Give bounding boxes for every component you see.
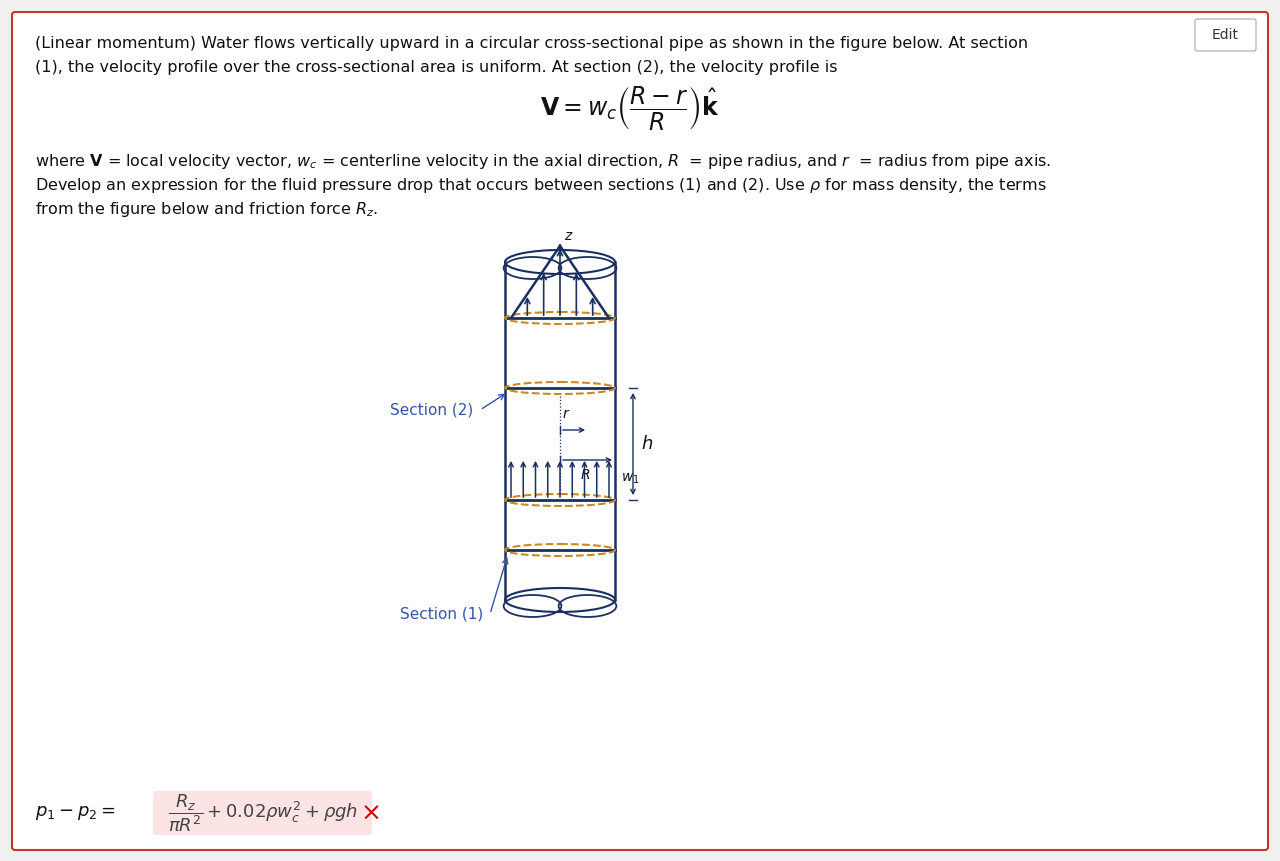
Text: (1), the velocity profile over the cross-sectional area is uniform. At section (: (1), the velocity profile over the cross…	[35, 60, 837, 75]
Text: $p_1 - p_2 =$: $p_1 - p_2 =$	[35, 804, 115, 822]
Text: (Linear momentum) Water flows vertically upward in a circular cross-sectional pi: (Linear momentum) Water flows vertically…	[35, 36, 1028, 51]
Text: $h$: $h$	[641, 435, 653, 453]
FancyBboxPatch shape	[154, 791, 372, 835]
Text: $z$: $z$	[564, 229, 573, 243]
Text: Section (2): Section (2)	[390, 402, 474, 418]
Text: $\dfrac{R_z}{\pi R^2} + 0.02\rho w_c^2 + \rho gh$: $\dfrac{R_z}{\pi R^2} + 0.02\rho w_c^2 +…	[168, 792, 358, 833]
Text: $R$: $R$	[580, 468, 590, 482]
Text: where $\mathbf{V}$ = local velocity vector, $w_c$ = centerline velocity in the a: where $\mathbf{V}$ = local velocity vect…	[35, 152, 1051, 171]
FancyBboxPatch shape	[12, 12, 1268, 850]
Text: $w_1$: $w_1$	[621, 472, 640, 486]
Text: Edit: Edit	[1211, 28, 1239, 42]
Text: $r$: $r$	[562, 407, 571, 421]
Text: $\mathbf{V} = w_c \left(\dfrac{R - r}{R}\right) \hat{\mathbf{k}}$: $\mathbf{V} = w_c \left(\dfrac{R - r}{R}…	[540, 84, 719, 132]
Text: Section (1): Section (1)	[399, 606, 484, 622]
FancyBboxPatch shape	[1196, 19, 1256, 51]
Text: from the figure below and friction force $R_z$.: from the figure below and friction force…	[35, 200, 378, 219]
Text: $\times$: $\times$	[360, 801, 380, 825]
Text: Develop an expression for the fluid pressure drop that occurs between sections (: Develop an expression for the fluid pres…	[35, 176, 1047, 195]
